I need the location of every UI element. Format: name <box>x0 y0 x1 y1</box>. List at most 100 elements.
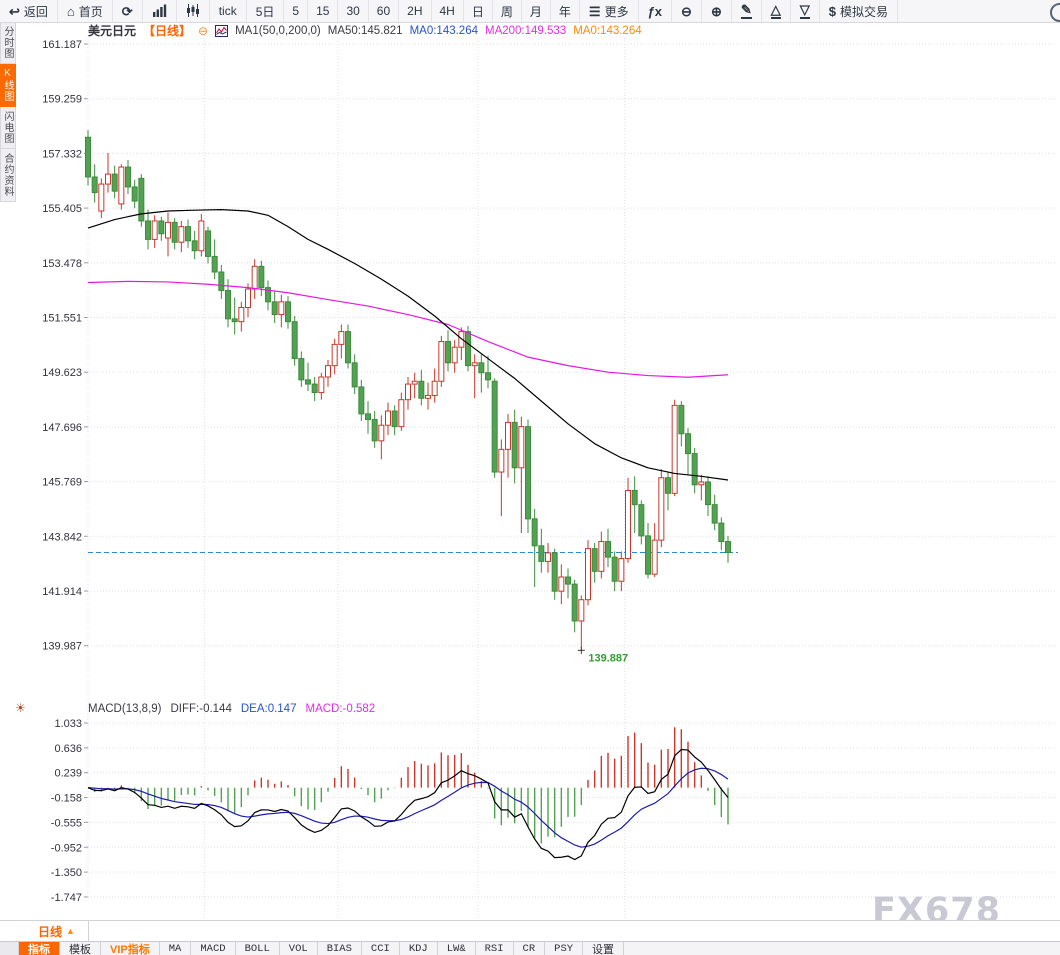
draw-button[interactable]: ✎ <box>732 0 762 22</box>
svg-text:-0.555: -0.555 <box>51 817 82 829</box>
tab-BIAS[interactable]: BIAS <box>318 942 362 955</box>
top-toolbar: ↩ 返回 ⌂ 首页 ⟳ tick 5日 5 15 30 60 2H 4H 日周月年 ☰ 更多 ƒx ⊖ ⊕ ✎ △ ▽ $ 模… <box>0 0 1060 23</box>
interval-tick-button-label: tick <box>218 4 237 18</box>
ma0-orange-value: MA0:143.264 <box>573 24 642 37</box>
interval-30min-button[interactable]: 30 <box>338 0 369 22</box>
tab-CCI[interactable]: CCI <box>362 942 400 955</box>
zoom-out-button[interactable]: ⊖ <box>672 0 702 22</box>
interval-4h-button[interactable]: 4H <box>432 0 464 22</box>
candlestick-type-button[interactable] <box>177 0 210 22</box>
tab-模板[interactable]: 模板 <box>60 942 101 955</box>
tab-指标[interactable]: 指标 <box>19 942 60 955</box>
sidebar-item-K线图[interactable]: K线图 <box>0 64 16 107</box>
period-tag: 【日线】 <box>143 24 192 38</box>
interval-year-button[interactable]: 年 <box>551 0 580 22</box>
interval-60min-button-label: 60 <box>376 4 391 18</box>
pencil-icon: ✎ <box>740 2 752 19</box>
triangle-up-tool-button[interactable]: △ <box>762 0 791 22</box>
tab-设置[interactable]: 设置 <box>583 942 625 955</box>
ma200-value: MA200:149.533 <box>485 24 567 37</box>
interval-5min-button-label: 5 <box>292 4 300 18</box>
interval-2h-button[interactable]: 2H <box>399 0 432 22</box>
back-button[interactable]: ↩ 返回 <box>0 0 58 22</box>
interval-5min-button[interactable]: 5 <box>284 0 309 22</box>
mini-chart-icon[interactable] <box>215 24 229 37</box>
tab-CR[interactable]: CR <box>514 942 546 955</box>
zoom-in-icon: ⊕ <box>710 3 722 19</box>
interval-week-button[interactable]: 周 <box>493 0 522 22</box>
svg-text:151.551: 151.551 <box>42 313 82 325</box>
triangle-down-icon: ▽ <box>799 2 810 19</box>
refresh-button[interactable]: ⟳ <box>113 0 143 22</box>
home-button-label: 首页 <box>78 4 103 19</box>
svg-text:139.987: 139.987 <box>42 641 82 653</box>
svg-text:153.478: 153.478 <box>42 258 82 270</box>
interval-30min-button-label: 30 <box>346 4 360 18</box>
tab-RSI[interactable]: RSI <box>476 942 514 955</box>
svg-text:145.769: 145.769 <box>42 477 82 489</box>
menu-icon: ☰ <box>588 3 601 19</box>
svg-text:141.914: 141.914 <box>42 586 82 598</box>
x-axis-row: 日线 ▲ <box>0 920 1060 942</box>
tab-BOLL[interactable]: BOLL <box>236 942 280 955</box>
interval-tick-button[interactable]: tick <box>210 0 247 22</box>
sim-trade-button-label: 模拟交易 <box>840 4 889 19</box>
period-dropdown-label: 日线 <box>38 924 63 939</box>
macd-dea-value: DEA:0.147 <box>240 702 297 715</box>
svg-text:159.259: 159.259 <box>42 94 82 106</box>
macd-diff-value: DIFF:-0.144 <box>170 702 232 715</box>
zoom-out-icon: ⊖ <box>681 3 692 19</box>
interval-15min-button-label: 15 <box>316 4 330 18</box>
interval-2h-button-label: 2H <box>407 4 423 18</box>
svg-text:147.696: 147.696 <box>42 422 82 434</box>
svg-text:161.187: 161.187 <box>42 39 82 51</box>
chart-header: 美元日元 【日线】 ⊖ MA1(50,0,200,0) MA50:145.821… <box>88 23 642 38</box>
home-button[interactable]: ⌂ 首页 <box>58 0 113 22</box>
svg-text:155.405: 155.405 <box>42 203 82 215</box>
sidebar-item-分时图[interactable]: 分时图 <box>0 22 16 64</box>
triangle-up-icon: △ <box>770 2 781 19</box>
tab-MA[interactable]: MA <box>160 942 192 955</box>
bar-chart-type-button[interactable] <box>143 0 177 22</box>
period-dropdown-button[interactable]: 日线 ▲ <box>25 921 89 941</box>
zoom-in-button[interactable]: ⊕ <box>702 0 732 22</box>
back-button-label: 返回 <box>23 4 48 19</box>
tab-VOL[interactable]: VOL <box>280 942 318 955</box>
partial-circle-icon[interactable] <box>1050 3 1060 22</box>
interval-15min-button[interactable]: 15 <box>308 0 339 22</box>
candlestick-icon <box>186 3 200 19</box>
svg-text:157.332: 157.332 <box>42 148 82 160</box>
macd-title: MACD(13,8,9) <box>88 702 162 715</box>
sidebar-item-合约资料[interactable]: 合约资料 <box>0 149 16 202</box>
macd-macd-value: MACD:-0.582 <box>305 702 376 715</box>
sidebar-item-闪电图[interactable]: 闪电图 <box>0 107 16 149</box>
tab-bar-spacer <box>0 942 19 955</box>
tab-PSY[interactable]: PSY <box>545 942 584 955</box>
collapse-icon[interactable]: ⊖ <box>198 23 209 38</box>
svg-text:139.887: 139.887 <box>588 652 628 664</box>
interval-day-button-label: 日 <box>471 4 484 19</box>
tab-MACD[interactable]: MACD <box>191 942 236 955</box>
more-button[interactable]: ☰ 更多 <box>580 0 639 22</box>
sim-trade-button[interactable]: $ 模拟交易 <box>820 0 899 22</box>
tab-LW&[interactable]: LW& <box>438 942 476 955</box>
tab-KDJ[interactable]: KDJ <box>400 942 438 955</box>
interval-month-button[interactable]: 月 <box>522 0 551 22</box>
fx-icon: ƒx <box>647 3 663 19</box>
interval-60min-button[interactable]: 60 <box>369 0 400 22</box>
tab-VIP指标[interactable]: VIP指标 <box>101 942 160 955</box>
triangle-down-tool-button[interactable]: ▽ <box>791 0 820 22</box>
ma0-blue-value: MA0:143.264 <box>409 24 478 37</box>
indicator-fx-button[interactable]: ƒx <box>639 0 673 22</box>
svg-text:0.636: 0.636 <box>54 743 82 755</box>
svg-text:-1.747: -1.747 <box>51 892 82 904</box>
svg-text:149.623: 149.623 <box>42 367 82 379</box>
interval-day-button[interactable]: 日 <box>464 0 493 22</box>
svg-text:143.842: 143.842 <box>42 531 82 543</box>
macd-settings-icon[interactable]: ☀ <box>15 701 26 715</box>
interval-5day-button[interactable]: 5日 <box>247 0 285 22</box>
interval-month-button-label: 月 <box>529 4 542 19</box>
home-icon: ⌂ <box>66 3 75 19</box>
